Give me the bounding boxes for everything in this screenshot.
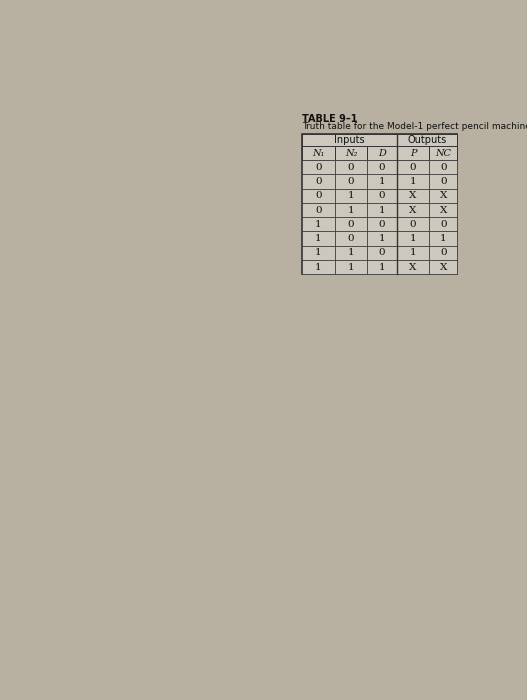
Bar [430, 146, 457, 160]
Text: Truth table for the Model-1 perfect pencil machine.: Truth table for the Model-1 perfect penc… [302, 122, 527, 131]
Text: 0: 0 [440, 220, 446, 229]
Text: X: X [409, 206, 417, 215]
Text: Inputs: Inputs [334, 135, 365, 145]
Bar [397, 160, 430, 174]
Text: 1: 1 [348, 248, 354, 258]
Bar [397, 174, 430, 189]
Bar [335, 232, 367, 246]
Bar [367, 160, 397, 174]
Bar [302, 203, 335, 217]
Bar [302, 246, 335, 260]
Text: Outputs: Outputs [407, 135, 447, 145]
Text: 1: 1 [315, 220, 322, 229]
Text: 0: 0 [315, 191, 322, 200]
Text: 1: 1 [410, 177, 416, 186]
Bar [397, 146, 430, 160]
Bar [430, 260, 457, 274]
Text: 1: 1 [348, 191, 354, 200]
Text: N₂: N₂ [345, 149, 357, 158]
Bar [302, 134, 457, 274]
Bar [430, 160, 457, 174]
Text: N₁: N₁ [313, 149, 325, 158]
Text: X: X [440, 191, 447, 200]
Bar [335, 189, 367, 203]
Text: 0: 0 [315, 163, 322, 172]
Bar [367, 217, 397, 232]
Bar [335, 174, 367, 189]
Text: P: P [410, 149, 416, 158]
Text: X: X [409, 191, 417, 200]
Text: 0: 0 [315, 177, 322, 186]
Bar [302, 217, 335, 232]
Text: 0: 0 [440, 177, 446, 186]
Bar [430, 232, 457, 246]
Bar [335, 160, 367, 174]
Bar [430, 217, 457, 232]
Bar [430, 174, 457, 189]
Bar [302, 174, 335, 189]
Text: 0: 0 [348, 163, 354, 172]
Text: X: X [440, 262, 447, 272]
Bar [367, 232, 397, 246]
Text: 0: 0 [379, 220, 385, 229]
Text: 1: 1 [315, 262, 322, 272]
Bar [430, 246, 457, 260]
Bar [335, 260, 367, 274]
Bar [335, 217, 367, 232]
Text: 1: 1 [440, 234, 446, 243]
Bar [367, 260, 397, 274]
Text: 0: 0 [379, 248, 385, 258]
Text: 1: 1 [379, 234, 385, 243]
Text: NC: NC [435, 149, 451, 158]
Bar [335, 246, 367, 260]
Text: 0: 0 [379, 163, 385, 172]
Bar [335, 203, 367, 217]
Text: 0: 0 [348, 220, 354, 229]
Text: 1: 1 [315, 234, 322, 243]
Text: 1: 1 [315, 248, 322, 258]
Text: 0: 0 [348, 234, 354, 243]
Bar [397, 217, 430, 232]
Text: D: D [378, 149, 386, 158]
Text: 1: 1 [348, 262, 354, 272]
Text: 0: 0 [410, 220, 416, 229]
Text: 0: 0 [410, 163, 416, 172]
Text: 0: 0 [440, 248, 446, 258]
Bar [302, 189, 335, 203]
Bar [302, 134, 397, 146]
Bar [430, 203, 457, 217]
Text: X: X [409, 262, 417, 272]
Text: 1: 1 [379, 206, 385, 215]
Bar [302, 260, 335, 274]
Bar [367, 174, 397, 189]
Text: 1: 1 [348, 206, 354, 215]
Bar [397, 232, 430, 246]
Text: 0: 0 [440, 163, 446, 172]
Bar [397, 246, 430, 260]
Text: 1: 1 [379, 177, 385, 186]
Bar [302, 160, 335, 174]
Bar [335, 146, 367, 160]
Bar [397, 203, 430, 217]
Bar [302, 232, 335, 246]
Bar [367, 146, 397, 160]
Bar [367, 189, 397, 203]
Bar [367, 246, 397, 260]
Bar [397, 189, 430, 203]
Bar [397, 134, 457, 146]
Text: 1: 1 [410, 248, 416, 258]
Text: TABLE 9–1: TABLE 9–1 [302, 114, 358, 124]
Text: 0: 0 [379, 191, 385, 200]
Text: 1: 1 [379, 262, 385, 272]
Text: 1: 1 [410, 234, 416, 243]
Text: X: X [440, 206, 447, 215]
Bar [302, 146, 335, 160]
Text: 0: 0 [348, 177, 354, 186]
Bar [397, 260, 430, 274]
Bar [430, 189, 457, 203]
Bar [367, 203, 397, 217]
Text: 0: 0 [315, 206, 322, 215]
